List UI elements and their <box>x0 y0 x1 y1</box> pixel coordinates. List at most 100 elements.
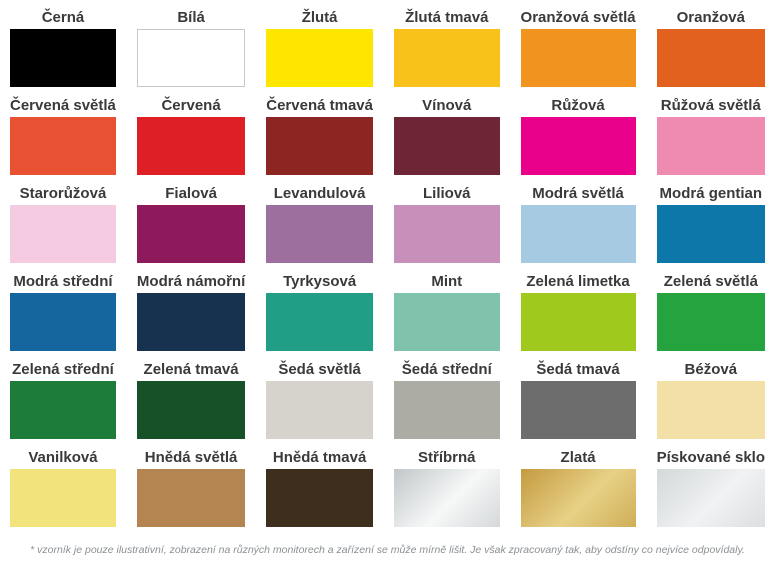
color-swatch <box>266 117 373 175</box>
color-swatch-cell: Hnědá světlá <box>136 446 246 527</box>
color-swatch <box>520 469 636 527</box>
color-name-label: Růžová světlá <box>660 97 761 114</box>
color-swatch <box>520 29 636 87</box>
color-name-label: Zlatá <box>560 449 596 466</box>
color-swatch <box>393 381 500 439</box>
color-swatch <box>136 293 246 351</box>
color-swatch-cell: Modrá střední <box>10 270 116 351</box>
color-swatch <box>10 205 116 263</box>
color-swatch <box>136 29 246 87</box>
color-name-label: Modrá námořní <box>136 273 246 290</box>
color-swatch-cell: Modrá gentian <box>656 182 765 263</box>
color-name-label: Zelená světlá <box>663 273 758 290</box>
color-name-label: Červená <box>161 97 221 114</box>
color-name-label: Šedá světlá <box>278 361 361 378</box>
color-name-label: Tyrkysová <box>283 273 357 290</box>
color-name-label: Černá <box>41 9 85 26</box>
color-swatch <box>136 469 246 527</box>
color-swatch-cell: Béžová <box>656 358 765 439</box>
color-name-label: Modrá světlá <box>532 185 624 202</box>
color-swatch-cell: Mint <box>393 270 500 351</box>
color-name-label: Červená tmavá <box>266 97 373 114</box>
color-swatch <box>136 205 246 263</box>
color-name-label: Červená světlá <box>10 97 116 114</box>
color-swatch-cell: Šedá tmavá <box>520 358 636 439</box>
color-name-label: Zelená tmavá <box>143 361 239 378</box>
color-swatch-cell: Zelená světlá <box>656 270 765 351</box>
color-swatch <box>10 381 116 439</box>
color-swatch <box>266 205 373 263</box>
color-swatch-cell: Žlutá tmavá <box>393 6 500 87</box>
color-name-label: Oranžová světlá <box>520 9 636 26</box>
color-name-label: Stříbrná <box>418 449 476 466</box>
color-name-label: Hnědá tmavá <box>272 449 367 466</box>
color-swatch-cell: Růžová světlá <box>656 94 765 175</box>
color-name-label: Hnědá světlá <box>144 449 238 466</box>
color-swatch-cell: Oranžová <box>656 6 765 87</box>
color-swatch-cell: Černá <box>10 6 116 87</box>
color-name-label: Zelená limetka <box>526 273 630 290</box>
color-swatch-cell: Tyrkysová <box>266 270 373 351</box>
color-swatch <box>266 381 373 439</box>
color-swatch <box>520 117 636 175</box>
color-swatch-cell: Vínová <box>393 94 500 175</box>
color-swatch-cell: Šedá světlá <box>266 358 373 439</box>
color-swatch <box>656 469 765 527</box>
color-swatch-cell: Zelená tmavá <box>136 358 246 439</box>
color-name-label: Starorůžová <box>19 185 107 202</box>
color-swatch-cell: Červená <box>136 94 246 175</box>
color-name-label: Pískované sklo <box>656 449 765 466</box>
color-name-label: Zelená střední <box>12 361 114 378</box>
color-name-label: Modrá gentian <box>659 185 763 202</box>
color-swatch <box>656 381 765 439</box>
color-swatch-cell: Oranžová světlá <box>520 6 636 87</box>
color-swatch-cell: Bílá <box>136 6 246 87</box>
color-swatch <box>656 29 765 87</box>
color-name-label: Fialová <box>165 185 217 202</box>
color-swatch-cell: Fialová <box>136 182 246 263</box>
color-swatch <box>10 117 116 175</box>
color-name-label: Vínová <box>422 97 472 114</box>
color-swatch-cell: Pískované sklo <box>656 446 765 527</box>
color-swatch-cell: Liliová <box>393 182 500 263</box>
color-swatch-cell: Starorůžová <box>10 182 116 263</box>
color-swatch-cell: Hnědá tmavá <box>266 446 373 527</box>
color-swatch-cell: Modrá námořní <box>136 270 246 351</box>
color-swatch <box>520 381 636 439</box>
color-swatch <box>266 293 373 351</box>
color-name-label: Bílá <box>177 9 205 26</box>
color-name-label: Růžová <box>551 97 605 114</box>
color-name-label: Oranžová <box>676 9 745 26</box>
color-swatch <box>656 117 765 175</box>
color-name-label: Žlutá <box>301 9 338 26</box>
color-swatch <box>393 29 500 87</box>
color-swatch-cell: Červená tmavá <box>266 94 373 175</box>
color-name-label: Béžová <box>684 361 738 378</box>
color-swatch <box>656 293 765 351</box>
color-name-label: Šedá tmavá <box>536 361 620 378</box>
color-name-label: Žlutá tmavá <box>405 9 489 26</box>
color-swatch <box>393 205 500 263</box>
color-swatch <box>656 205 765 263</box>
color-swatch <box>266 469 373 527</box>
color-swatch <box>10 293 116 351</box>
color-swatch-cell: Stříbrná <box>393 446 500 527</box>
color-swatch-cell: Zelená střední <box>10 358 116 439</box>
color-swatch-cell: Zelená limetka <box>520 270 636 351</box>
color-swatch-cell: Červená světlá <box>10 94 116 175</box>
color-swatch-cell: Růžová <box>520 94 636 175</box>
color-swatch <box>136 117 246 175</box>
color-swatch <box>520 205 636 263</box>
color-swatch <box>266 29 373 87</box>
color-swatch <box>393 293 500 351</box>
color-swatch-cell: Vanilková <box>10 446 116 527</box>
color-swatch-cell: Levandulová <box>266 182 373 263</box>
color-name-label: Modrá střední <box>13 273 113 290</box>
color-swatch-cell: Žlutá <box>266 6 373 87</box>
color-name-label: Levandulová <box>273 185 366 202</box>
color-swatch-cell: Modrá světlá <box>520 182 636 263</box>
color-swatch <box>10 469 116 527</box>
color-swatch-cell: Šedá střední <box>393 358 500 439</box>
color-swatch <box>136 381 246 439</box>
color-swatch <box>393 117 500 175</box>
